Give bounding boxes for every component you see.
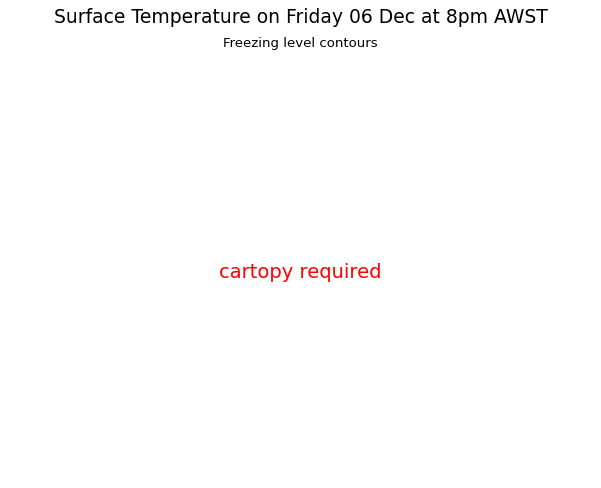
Text: cartopy required: cartopy required <box>219 263 382 282</box>
Text: Freezing level contours: Freezing level contours <box>223 37 378 50</box>
Text: Surface Temperature on Friday 06 Dec at 8pm AWST: Surface Temperature on Friday 06 Dec at … <box>53 8 548 27</box>
